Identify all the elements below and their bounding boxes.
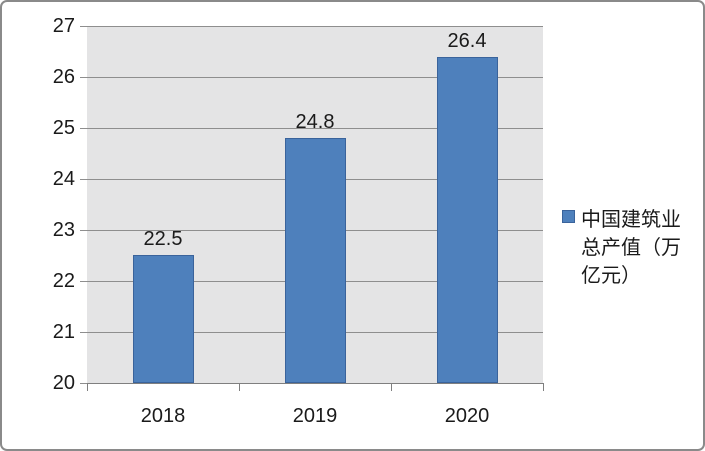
- gridline: [87, 26, 543, 27]
- gridline: [87, 128, 543, 129]
- legend-marker-icon: [562, 210, 575, 223]
- y-axis-label: 22: [52, 270, 75, 292]
- legend-text-line: 总产值（万: [581, 237, 681, 259]
- y-axis-tick: [80, 332, 87, 333]
- bar-2019: [285, 138, 346, 383]
- y-axis-label: 23: [52, 219, 75, 241]
- x-axis-tick: [391, 384, 392, 391]
- bar-data-label: 22.5: [143, 228, 183, 250]
- y-axis-label: 26: [52, 66, 75, 88]
- legend-series-label: 中国建筑业总产值（万亿元）: [581, 206, 690, 290]
- x-axis-tick: [543, 384, 544, 391]
- y-axis-tick: [80, 383, 87, 384]
- bar-data-label: 24.8: [295, 111, 335, 133]
- bar-2020: [437, 57, 498, 383]
- y-axis-tick: [80, 26, 87, 27]
- y-axis-label: 20: [52, 372, 75, 394]
- y-axis-label: 24: [52, 168, 75, 190]
- y-axis-label: 25: [52, 117, 75, 139]
- x-axis-tick: [239, 384, 240, 391]
- x-axis-label: 2020: [444, 405, 490, 427]
- x-axis-label: 2018: [140, 405, 186, 427]
- x-axis-tick: [87, 384, 88, 391]
- legend: 中国建筑业总产值（万亿元）: [560, 206, 690, 290]
- bar-data-label: 26.4: [447, 30, 487, 52]
- y-axis-label: 21: [52, 321, 75, 343]
- x-axis-label: 2019: [292, 405, 338, 427]
- legend-text-line: 中国建筑业: [581, 209, 681, 231]
- y-axis-tick: [80, 179, 87, 180]
- x-axis-line: [87, 383, 544, 384]
- y-axis-tick: [80, 230, 87, 231]
- legend-text-line: 亿元）: [581, 265, 641, 287]
- bar-2018: [133, 255, 194, 383]
- y-axis-tick: [80, 128, 87, 129]
- gridline: [87, 77, 543, 78]
- y-axis-tick: [80, 281, 87, 282]
- y-axis-label: 27: [52, 15, 75, 37]
- y-axis-tick: [80, 77, 87, 78]
